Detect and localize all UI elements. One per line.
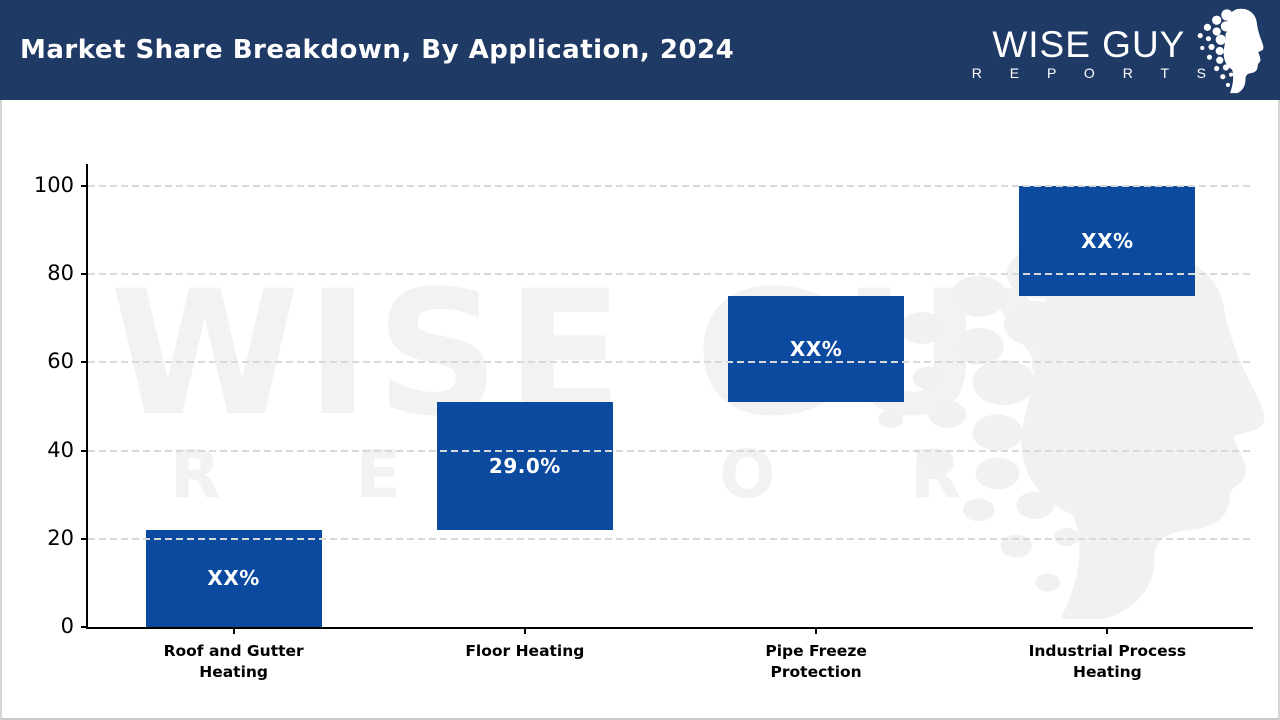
y-tick-label: 60 (47, 349, 74, 374)
y-axis-line (86, 164, 88, 627)
page-title: Market Share Breakdown, By Application, … (20, 35, 735, 65)
y-gridline (88, 537, 1253, 540)
bar-segment: 29.0% (436, 402, 613, 530)
x-tick (232, 627, 235, 634)
logo-sub-wordmark: R E P O R T S (971, 64, 1218, 81)
bar-value-label: 29.0% (488, 454, 561, 479)
x-category-label: Pipe Freeze Protection (765, 642, 867, 681)
bar-value-label: XX% (207, 566, 260, 591)
x-category-label: Industrial Process Heating (1028, 642, 1187, 681)
y-tick (81, 185, 88, 188)
y-gridline (88, 273, 1253, 276)
bar-segment: XX% (728, 296, 905, 403)
bar-segment: XX% (1019, 186, 1196, 297)
x-axis-line (86, 627, 1253, 629)
y-tick (81, 626, 88, 628)
y-gridline (88, 361, 1253, 364)
y-tick-label: 20 (47, 525, 74, 550)
y-tick-label: 0 (60, 614, 74, 638)
y-tick-label: 40 (47, 437, 74, 462)
x-category-label: Roof and Gutter Heating (163, 642, 304, 681)
x-tick (1106, 627, 1109, 634)
x-tick (815, 627, 818, 634)
y-tick-label: 80 (47, 261, 74, 286)
y-tick-label: 100 (33, 173, 74, 198)
bar-value-label: XX% (1081, 229, 1134, 254)
y-tick (81, 537, 88, 540)
header: Market Share Breakdown, By Application, … (0, 0, 1280, 100)
logo-wordmark: WISE GUY (992, 23, 1186, 65)
bar-segment: XX% (145, 529, 322, 627)
x-tick (523, 627, 526, 634)
bar-value-label: XX% (789, 337, 843, 362)
y-gridline (88, 185, 1253, 188)
y-tick (81, 449, 88, 452)
x-category-label: Floor Heating (465, 642, 585, 660)
page-border-right (1278, 100, 1280, 720)
wiseguy-logo: WISE GUY R E P O R T S (972, 4, 1266, 96)
y-tick (81, 273, 88, 276)
page-border-bottom (0, 718, 1280, 720)
logo-dot-head-icon (1197, 8, 1264, 94)
y-gridline (88, 449, 1253, 452)
page-border-left (0, 100, 2, 720)
y-tick (81, 361, 88, 364)
